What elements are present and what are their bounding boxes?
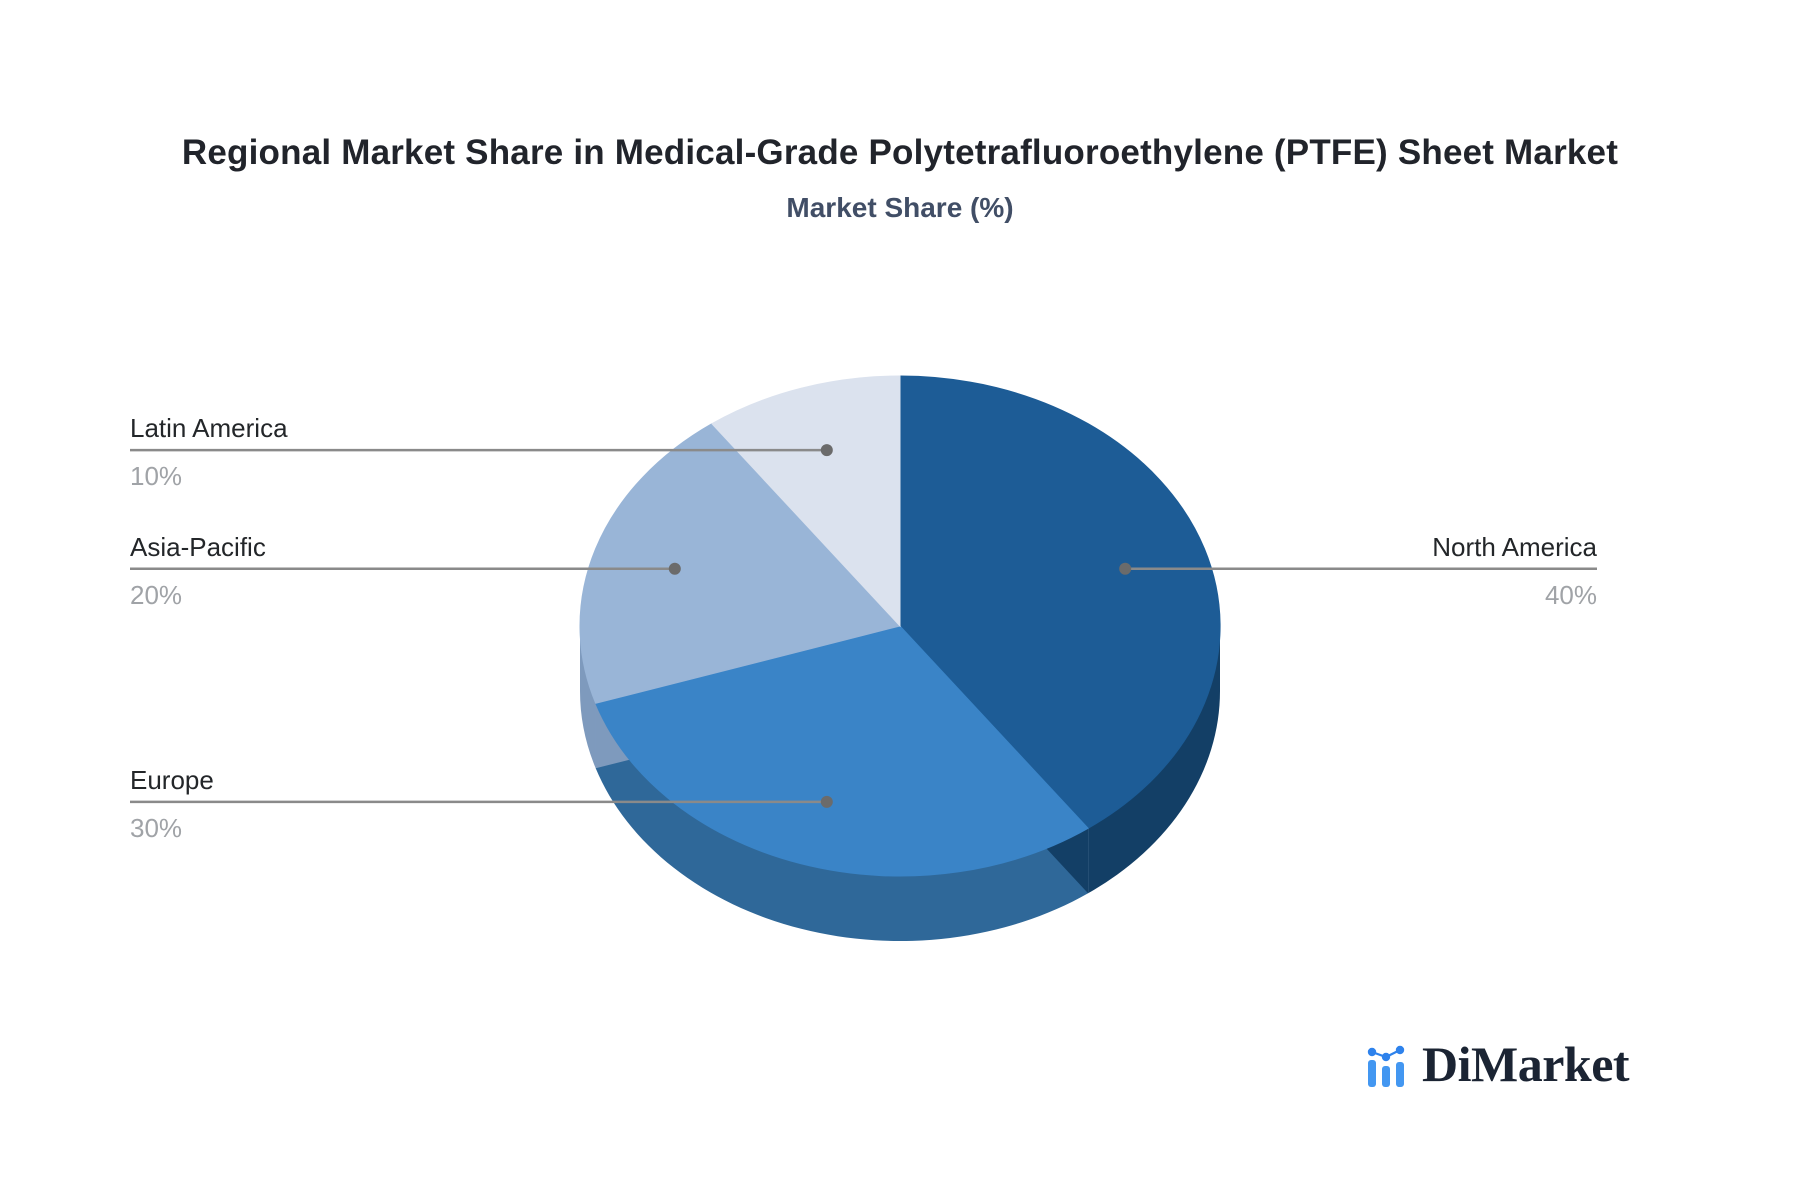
pie-slice-asia-pacific[interactable] — [579, 423, 901, 704]
leader-dot-north-america — [1119, 562, 1132, 575]
dimarket-logo-text: DiMarket — [1422, 1036, 1630, 1092]
pie-label-percent: 10% — [130, 461, 183, 491]
pie-slice-europe[interactable] — [595, 625, 1089, 877]
leader-dot-europe — [820, 795, 833, 808]
pie-label-name: Asia-Pacific — [130, 532, 266, 562]
pie-slice-latin-america[interactable] — [711, 375, 901, 628]
pie-label-asia-pacific: Asia-Pacific 20% — [130, 531, 266, 611]
pie-label-name: Europe — [130, 765, 214, 795]
leader-dot-latin-america — [820, 444, 833, 457]
pie-label-name: Latin America — [130, 413, 288, 443]
pie-label-latin-america: Latin America 10% — [130, 412, 288, 492]
leader-dot-asia-pacific — [668, 562, 681, 575]
bar-line-chart-icon — [1367, 1045, 1405, 1087]
pie-label-percent: 30% — [130, 813, 183, 843]
pie-slice-north-america[interactable] — [899, 375, 1221, 829]
pie-label-name: North America — [1432, 532, 1597, 562]
chart-title: Regional Market Share in Medical-Grade P… — [181, 133, 1619, 172]
pie-slice-side-asia-pacific — [580, 626, 596, 769]
pie-slice-side-north-america — [1088, 626, 1221, 894]
chart-subtitle: Market Share (%) — [786, 192, 1014, 223]
dimarket-logo: DiMarket — [1363, 1036, 1630, 1092]
pie-label-north-america: North America 40% — [1432, 531, 1597, 611]
pie-label-europe: Europe 30% — [130, 764, 214, 844]
pie-label-percent: 40% — [1544, 580, 1597, 610]
pie-label-percent: 20% — [130, 580, 183, 610]
pie-slice-side-europe — [595, 703, 1089, 942]
